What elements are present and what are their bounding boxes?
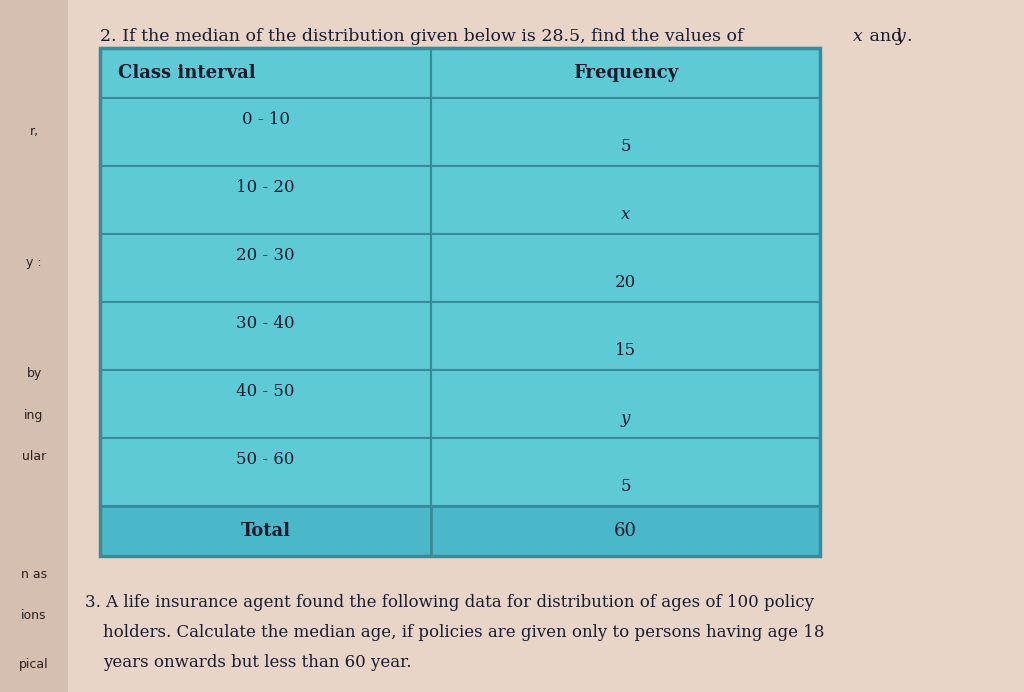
Text: Total: Total: [241, 522, 291, 540]
Text: x: x: [621, 206, 631, 224]
Text: 15: 15: [615, 343, 636, 359]
Bar: [431, 98, 820, 166]
Bar: [100, 438, 431, 506]
Text: 50 - 60: 50 - 60: [237, 451, 295, 468]
Text: n as: n as: [20, 568, 47, 581]
Text: 5: 5: [621, 138, 631, 156]
Text: .: .: [906, 28, 911, 45]
Bar: [431, 234, 820, 302]
Text: y: y: [896, 28, 906, 45]
Text: pical: pical: [19, 658, 49, 671]
Bar: [100, 302, 431, 370]
Text: Frequency: Frequency: [573, 64, 678, 82]
Bar: [100, 234, 431, 302]
Text: r,: r,: [30, 125, 39, 138]
Bar: [431, 370, 820, 438]
Bar: [431, 302, 820, 370]
Text: Class interval: Class interval: [118, 64, 256, 82]
Text: 20 - 30: 20 - 30: [237, 247, 295, 264]
Text: 0 - 10: 0 - 10: [242, 111, 290, 128]
Bar: [100, 166, 431, 234]
Text: 5: 5: [621, 478, 631, 495]
Bar: [0, 0, 68, 692]
Text: 10 - 20: 10 - 20: [237, 179, 295, 197]
Text: 20: 20: [615, 275, 636, 291]
Text: by: by: [27, 367, 42, 380]
Bar: [100, 48, 431, 98]
Text: ing: ing: [25, 409, 44, 421]
Bar: [100, 506, 431, 556]
Text: 2. If the median of the distribution given below is 28.5, find the values of: 2. If the median of the distribution giv…: [100, 28, 749, 45]
Text: years onwards but less than 60 year.: years onwards but less than 60 year.: [103, 654, 412, 671]
Bar: [100, 370, 431, 438]
Text: holders. Calculate the median age, if policies are given only to persons having : holders. Calculate the median age, if po…: [103, 624, 824, 641]
Text: y :: y :: [27, 257, 42, 269]
Text: 40 - 50: 40 - 50: [237, 383, 295, 400]
Text: ular: ular: [22, 450, 46, 463]
Text: ions: ions: [22, 610, 47, 622]
Text: y: y: [621, 410, 631, 428]
Bar: [431, 438, 820, 506]
Text: 30 - 40: 30 - 40: [237, 316, 295, 332]
Text: 3. A life insurance agent found the following data for distribution of ages of 1: 3. A life insurance agent found the foll…: [85, 594, 814, 611]
Text: and: and: [864, 28, 907, 45]
Bar: [431, 48, 820, 98]
Text: x: x: [853, 28, 863, 45]
Bar: [431, 506, 820, 556]
Bar: [431, 166, 820, 234]
Bar: [100, 98, 431, 166]
Text: 60: 60: [614, 522, 637, 540]
Bar: [100, 48, 820, 556]
